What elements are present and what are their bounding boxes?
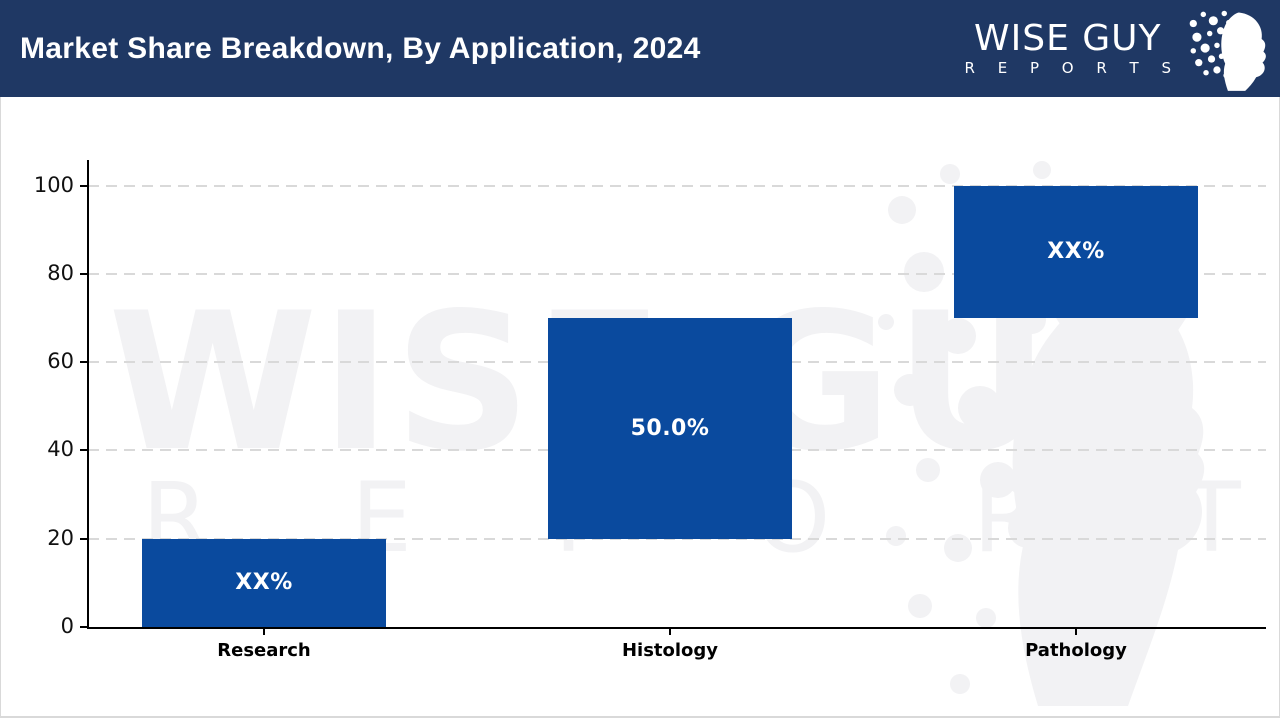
page-border-bottom xyxy=(0,716,1280,718)
x-category-label-pathology: Pathology xyxy=(1025,640,1127,661)
y-axis-line xyxy=(87,160,89,629)
logo-wordmark: WISE GUY xyxy=(974,17,1162,59)
y-tick-20 xyxy=(80,537,88,540)
x-category-label-research: Research xyxy=(217,640,311,661)
logo-text: WISE GUY R E P O R T S xyxy=(956,17,1180,78)
y-tick-60 xyxy=(80,361,88,364)
bar-histology: 50.0% xyxy=(548,317,792,539)
y-tick-label-100: 100 xyxy=(33,172,74,197)
x-tick-pathology xyxy=(1075,627,1077,635)
y-tick-label-20: 20 xyxy=(47,525,74,550)
logo-face-icon xyxy=(1189,10,1266,91)
x-category-label-histology: Histology xyxy=(621,640,719,661)
y-tick-label-40: 40 xyxy=(47,437,74,462)
y-tick-0 xyxy=(80,626,88,628)
bar-research: XX% xyxy=(142,538,386,627)
header: Market Share Breakdown, By Application, … xyxy=(0,0,1280,97)
bar-value-label-histology: 50.0% xyxy=(630,415,710,441)
page-border-left xyxy=(0,97,1,718)
bar-pathology: XX% xyxy=(954,185,1198,318)
y-tick-label-80: 80 xyxy=(47,260,74,285)
y-tick-80 xyxy=(80,272,88,275)
y-tick-100 xyxy=(80,184,88,187)
logo-subtitle: R E P O R T S xyxy=(964,59,1180,78)
y-tick-40 xyxy=(80,449,88,452)
gridline-80 xyxy=(88,272,1266,275)
x-tick-histology xyxy=(669,627,671,635)
x-axis-line xyxy=(87,627,1266,629)
gridline-20 xyxy=(88,537,1266,540)
bar-value-label-research: XX% xyxy=(235,570,293,596)
x-tick-research xyxy=(263,627,265,635)
page-title: Market Share Breakdown, By Application, … xyxy=(20,31,701,65)
wise-guy-logo: WISE GUY R E P O R T S xyxy=(956,0,1268,97)
gridline-100 xyxy=(88,184,1266,187)
y-tick-label-60: 60 xyxy=(47,349,74,374)
bar-value-label-pathology: XX% xyxy=(1047,239,1105,265)
y-tick-label-0: 0 xyxy=(60,614,74,638)
